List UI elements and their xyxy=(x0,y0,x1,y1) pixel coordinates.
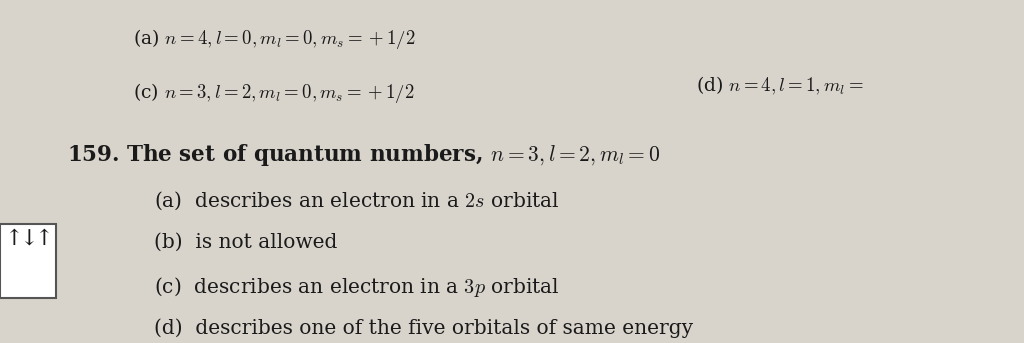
Text: (a) $n=4, l=0, m_l=0, m_s=+1/2$: (a) $n=4, l=0, m_l=0, m_s=+1/2$ xyxy=(133,27,416,51)
Text: (b)  is not allowed: (b) is not allowed xyxy=(154,232,337,251)
Text: ↑: ↑ xyxy=(4,228,23,250)
Text: 159. The set of quantum numbers, $n=3, l=2, m_l=0$: 159. The set of quantum numbers, $n=3, l… xyxy=(67,142,659,168)
FancyBboxPatch shape xyxy=(0,224,56,298)
Text: (c)  describes an electron in a $3p$ orbital: (c) describes an electron in a $3p$ orbi… xyxy=(154,275,559,299)
Text: (a)  describes an electron in a $2s$ orbital: (a) describes an electron in a $2s$ orbi… xyxy=(154,190,559,212)
Text: ↓: ↓ xyxy=(19,228,38,250)
Text: (c) $n=3, l=2, m_l=0, m_s=+1/2$: (c) $n=3, l=2, m_l=0, m_s=+1/2$ xyxy=(133,81,415,105)
Text: (d) $n=4, l=1, m_l=$: (d) $n=4, l=1, m_l=$ xyxy=(696,75,864,97)
Text: (d)  describes one of the five orbitals of same energy: (d) describes one of the five orbitals o… xyxy=(154,319,692,339)
Text: ↑: ↑ xyxy=(34,228,52,250)
